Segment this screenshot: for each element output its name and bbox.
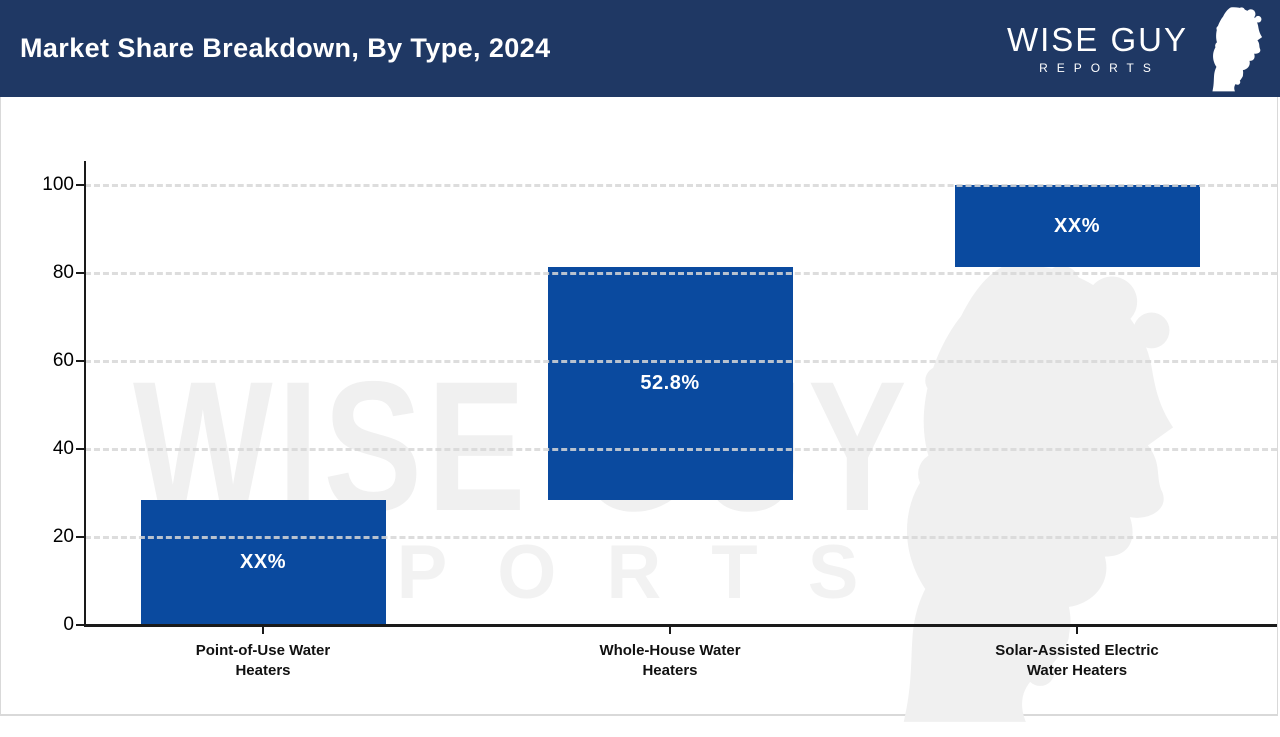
gridline — [85, 360, 1277, 363]
x-axis-tick-mark — [669, 627, 671, 634]
y-axis-tick-mark — [76, 624, 84, 626]
x-axis-line — [84, 624, 1277, 627]
page-title: Market Share Breakdown, By Type, 2024 — [20, 33, 551, 63]
logo-wordmark: WISE GUY — [1006, 20, 1188, 58]
y-axis-tick-mark — [76, 448, 84, 450]
y-axis-tick-mark — [76, 360, 84, 362]
bar-value-label: XX% — [1054, 214, 1100, 237]
x-axis-tick-mark — [1076, 627, 1078, 634]
x-axis-tick-mark — [262, 627, 264, 634]
header-bar: Market Share Breakdown, By Type, 2024 WI… — [0, 0, 1280, 97]
y-axis-tick-label: 0 — [63, 614, 74, 635]
x-axis-category-label: Point-of-Use Water Heaters — [195, 642, 331, 679]
y-axis-tick-label: 60 — [52, 350, 74, 371]
bar-segment: XX% — [140, 499, 386, 625]
logo-head-icon — [1192, 6, 1266, 92]
gridline — [85, 272, 1277, 275]
y-axis-line — [84, 161, 86, 627]
y-axis-tick-label: 80 — [52, 262, 74, 283]
y-axis-tick-label: 20 — [52, 526, 74, 547]
x-axis-category-label: Solar-Assisted Electric Water Heaters — [995, 642, 1159, 679]
bar-value-label: XX% — [240, 550, 286, 573]
y-axis-tick-label: 100 — [42, 174, 74, 195]
brand-logo: WISE GUY REPORTS — [1007, 6, 1280, 92]
bar-segment: 52.8% — [547, 267, 793, 500]
y-axis-tick-mark — [76, 272, 84, 274]
bar-value-label: 52.8% — [640, 371, 700, 394]
logo-subtitle: REPORTS — [1039, 60, 1160, 75]
y-axis-tick-label: 40 — [52, 438, 74, 459]
gridline — [85, 448, 1277, 451]
bar-segment: XX% — [954, 185, 1200, 268]
y-axis-tick-mark — [76, 536, 84, 538]
x-axis-category-label: Whole-House Water Heaters — [599, 642, 741, 679]
gridline — [85, 184, 1277, 187]
y-axis-tick-mark — [76, 184, 84, 186]
gridline — [85, 536, 1277, 539]
